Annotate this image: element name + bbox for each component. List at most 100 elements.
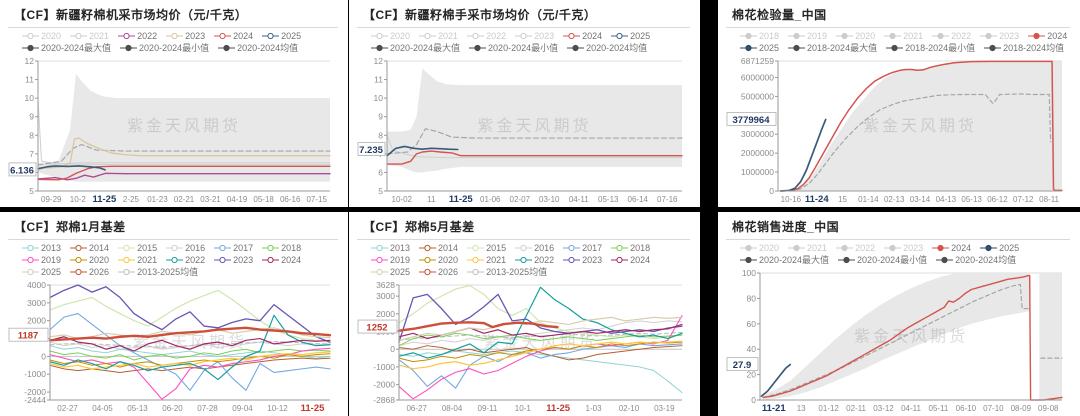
legend-item-2023[interactable]: 2023 (563, 254, 602, 266)
legend-item-2020-2024最大值[interactable]: 2020-2024最大值 (22, 42, 111, 54)
chart-canvas: 紫金天风期货121110987656.13609-2910-211-252-25… (8, 56, 331, 205)
y-tick-label: 12 (374, 56, 384, 66)
legend-marker-icon (371, 244, 388, 252)
legend-item-2020-2024最大值[interactable]: 2020-2024最大值 (740, 254, 829, 266)
legend-item-2023[interactable]: 2023 (884, 242, 923, 254)
legend-item-2020[interactable]: 2020 (836, 30, 875, 42)
legend-marker-icon (836, 32, 854, 40)
legend-marker-icon (371, 268, 388, 276)
legend-item-2025[interactable]: 2025 (22, 266, 61, 278)
legend-marker-icon (886, 44, 904, 52)
current-value-box (357, 142, 386, 156)
legend-item-2013[interactable]: 2013 (371, 242, 410, 254)
watermark: 紫金天风期货 (863, 117, 977, 135)
legend-item-2016[interactable]: 2016 (515, 242, 554, 254)
legend-item-2015[interactable]: 2015 (118, 242, 157, 254)
legend-item-2022[interactable]: 2022 (166, 254, 205, 266)
legend-item-2024[interactable]: 2024 (1028, 30, 1067, 42)
legend-label: 2024 (233, 31, 254, 41)
legend-label: 2022 (855, 243, 876, 253)
legend-item-2015[interactable]: 2015 (467, 242, 506, 254)
legend-item-2021[interactable]: 2021 (884, 30, 923, 42)
legend-item-2025[interactable]: 2025 (371, 266, 410, 278)
legend-item-2024[interactable]: 2024 (214, 30, 253, 42)
legend-label: 2024 (582, 31, 603, 41)
legend-item-2023[interactable]: 2023 (515, 30, 554, 42)
legend-item-2013-2025均值[interactable]: 2013-2025均值 (118, 266, 198, 278)
legend-item-2020-2024最小值[interactable]: 2020-2024最小值 (120, 42, 209, 54)
legend-item-2024[interactable]: 2024 (611, 254, 650, 266)
current-value-box (8, 162, 37, 177)
legend-item-2020-2024最大值[interactable]: 2020-2024最大值 (371, 42, 460, 54)
legend-item-2018-2024最大值[interactable]: 2018-2024最大值 (788, 42, 877, 54)
legend-item-2019[interactable]: 2019 (788, 30, 827, 42)
legend-item-2013[interactable]: 2013 (22, 242, 61, 254)
legend-item-2023[interactable]: 2023 (980, 30, 1019, 42)
legend-item-2020-2024最小值[interactable]: 2020-2024最小值 (469, 42, 558, 54)
legend-item-2016[interactable]: 2016 (166, 242, 205, 254)
legend-label: 2019 (390, 255, 411, 265)
chart-plot-area: 紫金天风期货121110987656.13609-2910-211-252-25… (8, 54, 338, 206)
legend-item-2018[interactable]: 2018 (262, 242, 301, 254)
y-tick-label: -1000 (373, 362, 395, 372)
legend-item-2018[interactable]: 2018 (611, 242, 650, 254)
legend-item-2019[interactable]: 2019 (371, 254, 410, 266)
legend-item-2025[interactable]: 2025 (262, 30, 301, 42)
legend-item-2024[interactable]: 2024 (563, 30, 602, 42)
series-2018-2024均值 (783, 93, 1052, 192)
watermark: 紫金天风期货 (854, 328, 968, 346)
legend-item-2020-2024均值[interactable]: 2020-2024均值 (218, 42, 298, 54)
legend-marker-icon (371, 44, 388, 52)
legend-item-2025[interactable]: 2025 (611, 30, 650, 42)
legend-item-2018[interactable]: 2018 (740, 30, 779, 42)
legend-item-2023[interactable]: 2023 (166, 30, 205, 42)
legend-item-2022[interactable]: 2022 (515, 254, 554, 266)
legend-item-2020[interactable]: 2020 (419, 254, 458, 266)
legend-label: 2020 (855, 31, 876, 41)
legend-item-2021[interactable]: 2021 (788, 242, 827, 254)
chart-legend: 2013 2014 2015 2016 2017 2018 2019 2020 2021 2022… (8, 240, 338, 278)
legend-item-2021[interactable]: 2021 (419, 30, 458, 42)
legend-item-2014[interactable]: 2014 (70, 242, 109, 254)
legend-item-2025[interactable]: 2025 (740, 42, 779, 54)
legend-item-2026[interactable]: 2026 (419, 266, 458, 278)
legend-item-2020-2024均值[interactable]: 2020-2024均值 (936, 254, 1016, 266)
legend-item-2023[interactable]: 2023 (214, 254, 253, 266)
legend-item-2020[interactable]: 2020 (22, 30, 61, 42)
legend-item-2022[interactable]: 2022 (118, 30, 157, 42)
legend-item-2021[interactable]: 2021 (118, 254, 157, 266)
legend-item-2022[interactable]: 2022 (932, 30, 971, 42)
y-tick-label: 12 (25, 56, 35, 66)
legend-item-2020-2024均值[interactable]: 2020-2024均值 (567, 42, 647, 54)
series-2018 (49, 348, 331, 361)
legend-item-2022[interactable]: 2022 (836, 242, 875, 254)
legend-item-2020[interactable]: 2020 (70, 254, 109, 266)
legend-item-2017[interactable]: 2017 (214, 242, 253, 254)
legend-item-2014[interactable]: 2014 (419, 242, 458, 254)
legend-item-2020[interactable]: 2020 (740, 242, 779, 254)
legend-item-2021[interactable]: 2021 (467, 254, 506, 266)
y-tick-label: 100 (742, 268, 756, 278)
min-max-band (38, 74, 330, 182)
legend-label: 2020-2024最小值 (139, 43, 210, 53)
legend-item-2017[interactable]: 2017 (563, 242, 602, 254)
legend-label: 2013-2025均值 (486, 267, 548, 277)
legend-item-2021[interactable]: 2021 (70, 30, 109, 42)
legend-marker-icon (611, 32, 629, 40)
legend-item-2020-2024最小值[interactable]: 2020-2024最小值 (838, 254, 927, 266)
legend-label: 2020 (438, 255, 459, 265)
legend-item-2019[interactable]: 2019 (22, 254, 61, 266)
legend-item-2013-2025均值[interactable]: 2013-2025均值 (467, 266, 547, 278)
legend-item-2018-2024均值[interactable]: 2018-2024均值 (984, 42, 1064, 54)
x-tick-label: 03-12 (873, 404, 894, 413)
legend-item-2025[interactable]: 2025 (980, 242, 1019, 254)
y-tick-label: 0 (390, 344, 395, 354)
legend-item-2026[interactable]: 2026 (70, 266, 109, 278)
legend-item-2018-2024最小值[interactable]: 2018-2024最小值 (886, 42, 975, 54)
y-tick-label: 7 (29, 149, 34, 159)
legend-label: 2023 (185, 31, 206, 41)
legend-item-2020[interactable]: 2020 (371, 30, 410, 42)
legend-item-2022[interactable]: 2022 (467, 30, 506, 42)
legend-item-2024[interactable]: 2024 (932, 242, 971, 254)
legend-item-2024[interactable]: 2024 (262, 254, 301, 266)
